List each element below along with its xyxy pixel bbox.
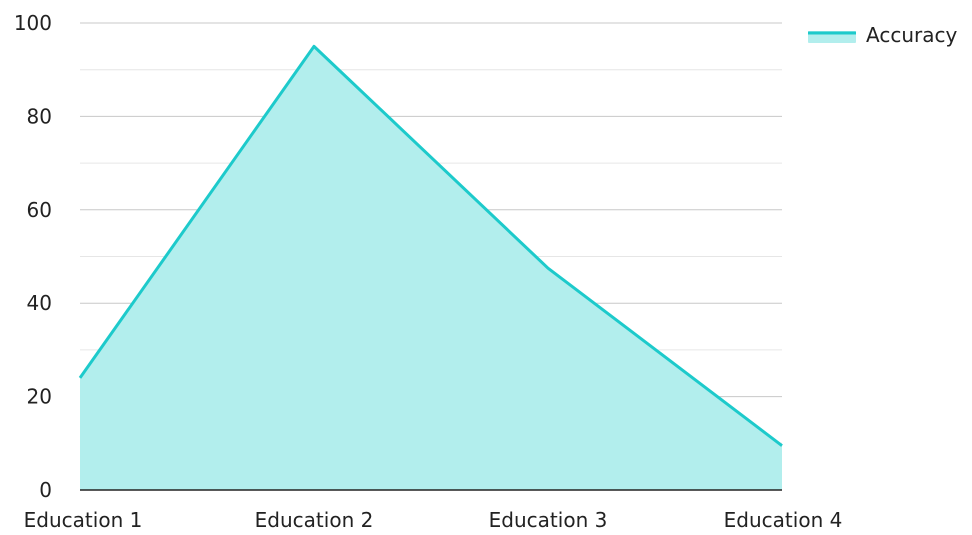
series-line-accuracy xyxy=(78,44,783,447)
x-tick-label: Education 4 xyxy=(724,508,843,531)
y-tick-label: 20 xyxy=(27,385,52,409)
y-tick-label: 80 xyxy=(27,104,52,128)
y-tick-label: 100 xyxy=(14,11,52,35)
legend: Accuracy xyxy=(808,23,957,47)
x-tick-label: Education 1 xyxy=(24,508,143,531)
x-tick-label: Education 3 xyxy=(489,508,608,531)
axes: 0 20 40 60 80 100 Education 1 Education 2 Educat… xyxy=(14,11,843,532)
y-tick-label: 60 xyxy=(27,198,52,222)
series-area-fill xyxy=(80,46,782,490)
y-tick-label: 40 xyxy=(27,291,52,315)
legend-label-accuracy: Accuracy xyxy=(866,23,957,47)
x-tick-label: Education 2 xyxy=(255,508,374,531)
y-tick-label: 0 xyxy=(39,478,52,502)
plot-area xyxy=(78,44,783,490)
